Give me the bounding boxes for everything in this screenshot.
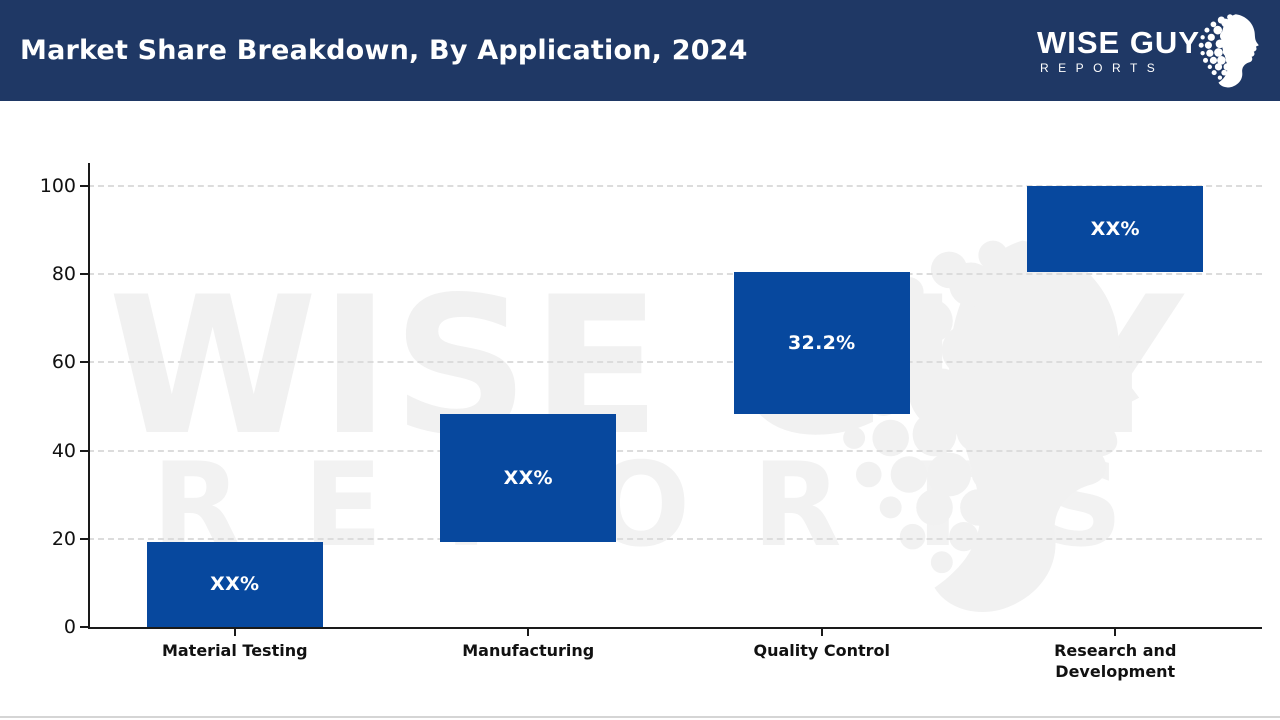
gridline-40	[88, 449, 1262, 452]
x-label-quality-control: Quality Control	[753, 641, 891, 660]
x-tick-material-testing	[233, 627, 236, 636]
chart-title: Market Share Breakdown, By Application, …	[20, 35, 748, 66]
header-bar: Market Share Breakdown, By Application, …	[0, 0, 1280, 101]
x-tick-manufacturing	[527, 627, 530, 636]
x-label-material-testing: Material Testing	[161, 641, 308, 660]
bar-manufacturing: XX%	[440, 414, 617, 542]
x-tick-research-and-development	[1114, 627, 1117, 636]
gridline-20	[88, 537, 1262, 540]
wise-guy-reports-logo: WISE GUY REPORTS	[1037, 10, 1266, 92]
bottom-divider-line	[0, 716, 1280, 718]
y-tick-label-0: 0	[63, 616, 76, 638]
y-tick-label-20: 20	[51, 527, 76, 550]
y-tick-100	[80, 185, 88, 187]
y-tick-label-80: 80	[51, 263, 76, 286]
x-label-research-and-development: Research and Development	[1054, 641, 1177, 681]
gridline-100	[88, 185, 1262, 187]
y-tick-20	[80, 537, 88, 540]
y-tick-label-40: 40	[51, 439, 76, 462]
gridline-60	[88, 361, 1262, 364]
logo-dotted-face-icon	[1198, 13, 1259, 87]
bar-material-testing: XX%	[146, 541, 323, 627]
gridline-80	[88, 273, 1262, 276]
y-axis-line	[88, 163, 90, 629]
bar-value-label-quality-control: 32.2%	[788, 332, 856, 355]
logo-wise-guy-text: WISE GUY	[1036, 25, 1200, 60]
bar-research-and-development: XX%	[1027, 186, 1204, 273]
y-tick-40	[80, 449, 88, 452]
bar-quality-control: 32.2%	[733, 272, 910, 415]
y-tick-60	[80, 361, 88, 364]
y-tick-80	[80, 273, 88, 276]
y-tick-0	[80, 626, 88, 628]
logo-reports-text: REPORTS	[1039, 61, 1165, 75]
bar-value-label-manufacturing: XX%	[503, 467, 553, 490]
bar-value-label-research-and-development: XX%	[1090, 218, 1140, 241]
bar-value-label-material-testing: XX%	[210, 573, 260, 596]
x-axis-line	[88, 627, 1262, 629]
x-tick-quality-control	[820, 627, 823, 636]
logo-text: WISE GUY REPORTS	[1037, 27, 1200, 74]
x-label-manufacturing: Manufacturing	[462, 641, 595, 660]
y-tick-label-100: 100	[39, 175, 76, 197]
y-tick-label-60: 60	[51, 351, 76, 374]
